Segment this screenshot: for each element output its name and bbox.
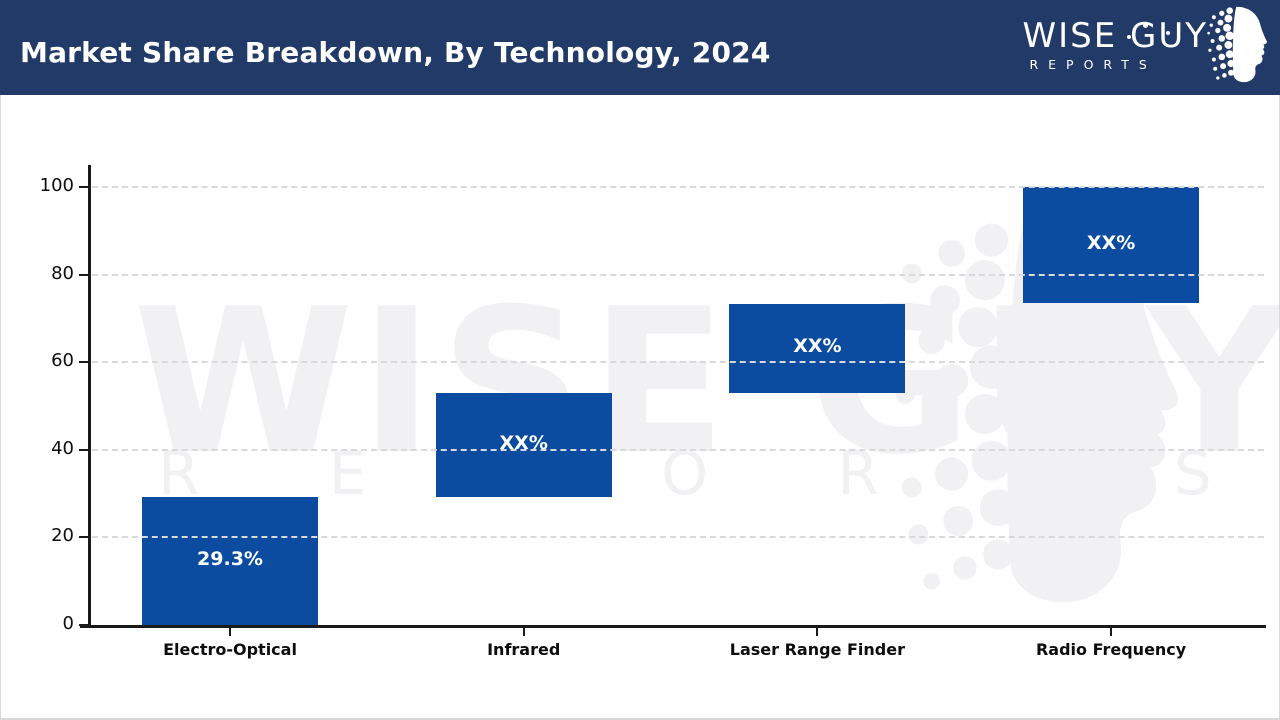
- y-tick-40: [79, 448, 89, 451]
- brand-sub-name: REPORTS: [1029, 56, 1157, 72]
- y-tick-label: 60: [51, 350, 74, 372]
- x-axis-line: [80, 625, 1266, 628]
- y-tick-label: 40: [51, 437, 74, 459]
- page-title: Market Share Breakdown, By Technology, 2…: [20, 36, 771, 69]
- y-tick-label: 0: [62, 613, 74, 634]
- y-tick-label: 100: [39, 175, 74, 196]
- header-bar: Market Share Breakdown, By Technology, 2…: [0, 0, 1280, 95]
- bar-value-label: XX%: [793, 335, 842, 358]
- y-gridline-40: [92, 448, 1264, 451]
- x-tick-4: [1110, 628, 1113, 636]
- bar-value-label: 29.3%: [197, 547, 263, 570]
- x-category-label: Electro-Optical: [163, 640, 297, 659]
- bar-electro-optical: [142, 496, 318, 625]
- y-gridline-60: [92, 361, 1264, 364]
- bar-infrared: [435, 392, 612, 497]
- y-tick-label: 20: [51, 525, 74, 547]
- y-gridline-100: [92, 186, 1264, 188]
- y-tick-0: [79, 624, 89, 626]
- watermark-sub-text: R E P O R T S: [158, 439, 1267, 509]
- logo-dot: [1143, 23, 1148, 28]
- bar-value-label: XX%: [1086, 232, 1136, 255]
- y-axis-line: [88, 165, 91, 628]
- y-gridline-20: [92, 536, 1264, 539]
- x-tick-2: [522, 628, 525, 636]
- logo-dot: [1127, 35, 1131, 39]
- brand-name: WISE GUY: [1022, 16, 1208, 57]
- y-tick-100: [79, 186, 89, 188]
- brand-logo-text: WISE GUY REPORTS: [1022, 16, 1208, 72]
- y-tick-label: 80: [51, 262, 74, 284]
- logo-dot: [1166, 31, 1170, 35]
- wise-guy-face-icon: [1202, 5, 1268, 85]
- y-gridline-80: [92, 273, 1264, 276]
- watermark-brand-text: WISE GUY: [133, 266, 1280, 499]
- x-tick-1: [229, 628, 231, 636]
- y-tick-60: [79, 361, 89, 364]
- x-category-label: Laser Range Finder: [729, 640, 905, 659]
- x-category-label: Radio Frequency: [1035, 640, 1187, 659]
- y-tick-80: [79, 273, 89, 276]
- bar-laser-range-finder: [729, 303, 906, 393]
- x-category-label: Infrared: [487, 640, 561, 659]
- brand-logo: WISE GUY REPORTS: [1022, 5, 1268, 85]
- bar-value-label: XX%: [499, 431, 548, 454]
- y-tick-20: [79, 536, 89, 539]
- x-tick-3: [816, 628, 819, 636]
